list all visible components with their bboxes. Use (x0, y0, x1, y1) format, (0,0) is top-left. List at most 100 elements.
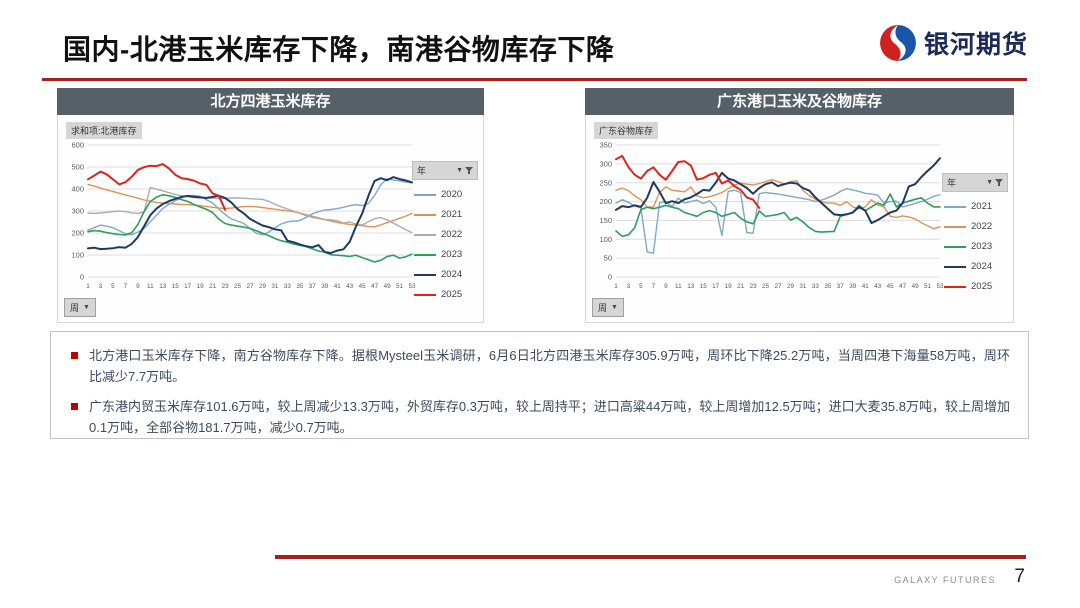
week-filter-button[interactable]: 周 ▼ (592, 298, 624, 317)
x-tick-label: 9 (136, 283, 140, 290)
week-field-label: 周 (70, 303, 80, 313)
legend-swatch (414, 213, 436, 216)
chart-guangdong: 广东谷物库存 0 50 100 150 200 250 300 350 1 3 5 7 9 11 13 15 1… (585, 115, 1014, 323)
year-filter-button[interactable]: 年 ▼ (942, 173, 1008, 192)
x-tick-label: 17 (712, 283, 720, 290)
bullet-text-guangdong: 广东港内贸玉米库存101.6万吨，较上周减少13.3万吨，外贸库存0.3万吨，较… (89, 399, 1010, 435)
x-tick-label: 41 (334, 283, 342, 290)
week-filter-button[interactable]: 周 ▼ (64, 298, 96, 317)
series-line-2024 (87, 176, 413, 254)
legend-swatch (414, 293, 436, 296)
legend-entry-2021: 2021 (942, 201, 1008, 212)
x-tick-label: 21 (209, 283, 217, 290)
x-tick-label: 11 (675, 283, 682, 290)
x-tick-label: 13 (687, 283, 695, 290)
x-tick-label: 7 (124, 283, 128, 290)
legend-label: 2024 (441, 269, 463, 280)
year-filter-button[interactable]: 年 ▼ (412, 161, 478, 180)
legend-entry-2022: 2022 (412, 229, 478, 240)
x-tick-label: 49 (912, 283, 920, 290)
x-tick-label: 19 (725, 283, 733, 290)
series-line-2023 (615, 193, 941, 238)
legend-swatch (944, 225, 966, 228)
brand-logo: 银河期货 (879, 24, 1028, 62)
summary-text-box: 北方港口玉米库存下降，南方谷物库存下降。据根Mysteel玉米调研，6月6日北方… (50, 331, 1029, 439)
chevron-down-icon: ▼ (986, 179, 993, 186)
legend-label: 2024 (971, 261, 993, 272)
x-tick-label: 3 (99, 283, 103, 290)
legend-entry-2022: 2022 (942, 221, 1008, 232)
x-tick-label: 51 (396, 283, 404, 290)
x-tick-label: 35 (296, 283, 304, 290)
x-tick-label: 53 (936, 283, 944, 290)
x-tick-label: 5 (639, 283, 643, 290)
bullet-text-north: 北方港口玉米库存下降，南方谷物库存下降。据根Mysteel玉米调研，6月6日北方… (89, 348, 1010, 384)
x-tick-label: 31 (271, 283, 279, 290)
x-tick-label: 7 (652, 283, 656, 290)
bullet-marker-icon (71, 352, 78, 359)
legend-label: 2023 (441, 249, 463, 260)
legend-swatch (944, 265, 966, 268)
legend-entry-2025: 2025 (412, 289, 478, 300)
brand-name: 银河期货 (923, 31, 1028, 59)
title-underline (42, 78, 1027, 81)
legend-entry-2023: 2023 (942, 241, 1008, 252)
legend-entry-2024: 2024 (412, 269, 478, 280)
legend-guangdong: 年 ▼ 2021 2022 2023 2024 2025 (942, 173, 1008, 292)
legend-swatch (944, 285, 966, 288)
x-tick-label: 25 (762, 283, 770, 290)
x-tick-label: 53 (408, 283, 416, 290)
panel-title-north: 北方四港玉米库存 (57, 88, 484, 115)
legend-swatch (414, 273, 436, 276)
x-tick-label: 13 (159, 283, 167, 290)
x-tick-label: 25 (234, 283, 242, 290)
legend-entry-2021: 2021 (412, 209, 478, 220)
footer-brand: GALAXY FUTURES (894, 575, 996, 585)
x-tick-label: 43 (346, 283, 354, 290)
y-tick-label: 100 (599, 235, 612, 244)
x-tick-label: 47 (371, 283, 379, 290)
y-tick-label: 400 (71, 185, 84, 194)
x-tick-label: 9 (664, 283, 668, 290)
x-tick-label: 1 (614, 283, 618, 290)
x-tick-label: 45 (359, 283, 367, 290)
x-tick-label: 11 (147, 283, 154, 290)
x-tick-label: 15 (700, 283, 708, 290)
legend-north: 年 ▼ 2020 2021 2022 2023 2024 2025 (412, 161, 478, 300)
legend-label: 2023 (971, 241, 993, 252)
week-field-label: 周 (598, 303, 608, 313)
y-tick-label: 200 (599, 197, 612, 206)
x-tick-label: 19 (197, 283, 205, 290)
x-tick-label: 1 (86, 283, 90, 290)
series-line-2021 (87, 183, 413, 228)
x-tick-label: 45 (887, 283, 895, 290)
legend-entries: 2021 2022 2023 2024 2025 (942, 201, 1008, 292)
legend-label: 2020 (441, 189, 463, 200)
panel-title-guangdong: 广东港口玉米及谷物库存 (585, 88, 1014, 115)
x-tick-label: 3 (627, 283, 631, 290)
page-title: 国内-北港玉米库存下降，南港谷物库存下降 (63, 34, 615, 65)
series-line-2024 (615, 157, 941, 225)
galaxy-logo-icon (880, 25, 916, 61)
x-tick-label: 37 (837, 283, 845, 290)
x-tick-label: 51 (924, 283, 932, 290)
series-line-2023 (87, 193, 413, 263)
x-tick-label: 47 (899, 283, 907, 290)
chevron-down-icon: ▼ (611, 304, 618, 311)
x-tick-label: 21 (737, 283, 745, 290)
chevron-down-icon: ▼ (83, 304, 90, 311)
legend-swatch (944, 245, 966, 248)
y-tick-label: 200 (71, 229, 84, 238)
x-tick-label: 29 (259, 283, 267, 290)
legend-swatch (414, 253, 436, 256)
x-tick-label: 29 (787, 283, 795, 290)
y-tick-label: 300 (71, 207, 84, 216)
y-tick-label: 250 (599, 178, 612, 187)
legend-label: 2025 (971, 281, 993, 292)
filter-funnel-icon (465, 166, 473, 174)
y-tick-label: 100 (71, 251, 84, 260)
legend-label: 2022 (441, 229, 463, 240)
